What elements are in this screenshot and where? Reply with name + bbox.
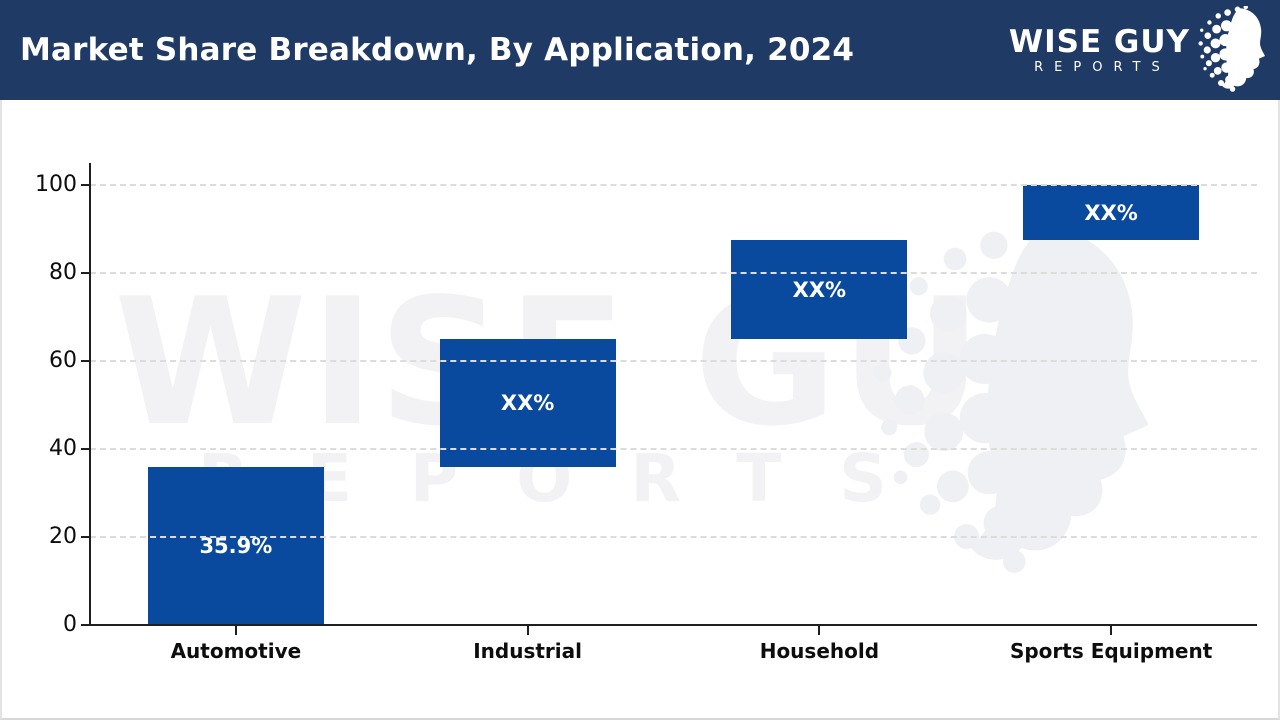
y-axis-tick-label: 20 xyxy=(49,524,77,549)
wiseguy-reports-logo: WISE GUY REPORTS xyxy=(1009,6,1268,94)
x-axis-tick xyxy=(1110,626,1113,635)
gridline-y60 xyxy=(90,360,1257,362)
gridline-y40 xyxy=(90,448,1257,450)
logo-subtitle: REPORTS xyxy=(1034,60,1171,76)
y-axis-tick-label: 0 xyxy=(63,612,77,637)
logo-wordmark: WISE GUY xyxy=(1008,23,1190,60)
x-axis-category-label: Household xyxy=(759,639,880,663)
y-axis-tick-label: 100 xyxy=(35,172,77,197)
bar-household: XX% xyxy=(731,240,908,340)
y-axis-tick xyxy=(81,272,90,274)
y-axis-tick-label: 60 xyxy=(49,348,77,373)
bar-value-label: XX% xyxy=(1084,200,1138,225)
y-axis-tick xyxy=(81,360,90,362)
y-axis-line xyxy=(89,163,91,626)
y-axis-tick-label: 40 xyxy=(49,436,77,461)
page-title: Market Share Breakdown, By Application, … xyxy=(20,32,855,68)
y-axis-tick xyxy=(81,448,90,450)
logo-text: WISE GUY REPORTS xyxy=(1009,25,1190,75)
bar-sports-equipment: XX% xyxy=(1023,185,1200,241)
x-axis-category-label: Automotive xyxy=(170,639,302,663)
x-axis-tick xyxy=(234,626,237,635)
y-axis-tick-label: 80 xyxy=(49,260,77,285)
y-axis-tick xyxy=(81,624,90,626)
x-axis-tick xyxy=(818,626,821,635)
x-axis-line xyxy=(89,624,1257,626)
bar-automotive: 35.9% xyxy=(147,467,324,625)
chart-figure: WISE GUY REPORTS 0 20 40 60 80 100 35.9% Automo… xyxy=(0,100,1280,720)
y-axis-tick xyxy=(81,536,90,538)
header-band: Market Share Breakdown, By Application, … xyxy=(0,0,1280,100)
bar-value-label: XX% xyxy=(792,277,847,302)
bar-value-label: XX% xyxy=(500,391,555,416)
bar-value-label: 35.9% xyxy=(199,534,273,558)
gridline-y80 xyxy=(90,272,1257,274)
x-axis-category-label: Sports Equipment xyxy=(1009,639,1213,663)
gridline-y20 xyxy=(90,536,1257,538)
y-axis-tick xyxy=(81,184,90,186)
x-axis-category-label: Industrial xyxy=(473,639,583,663)
x-axis-tick xyxy=(526,626,529,635)
gridline-y100 xyxy=(90,184,1257,186)
wiseguy-face-logo-icon xyxy=(1196,6,1268,94)
